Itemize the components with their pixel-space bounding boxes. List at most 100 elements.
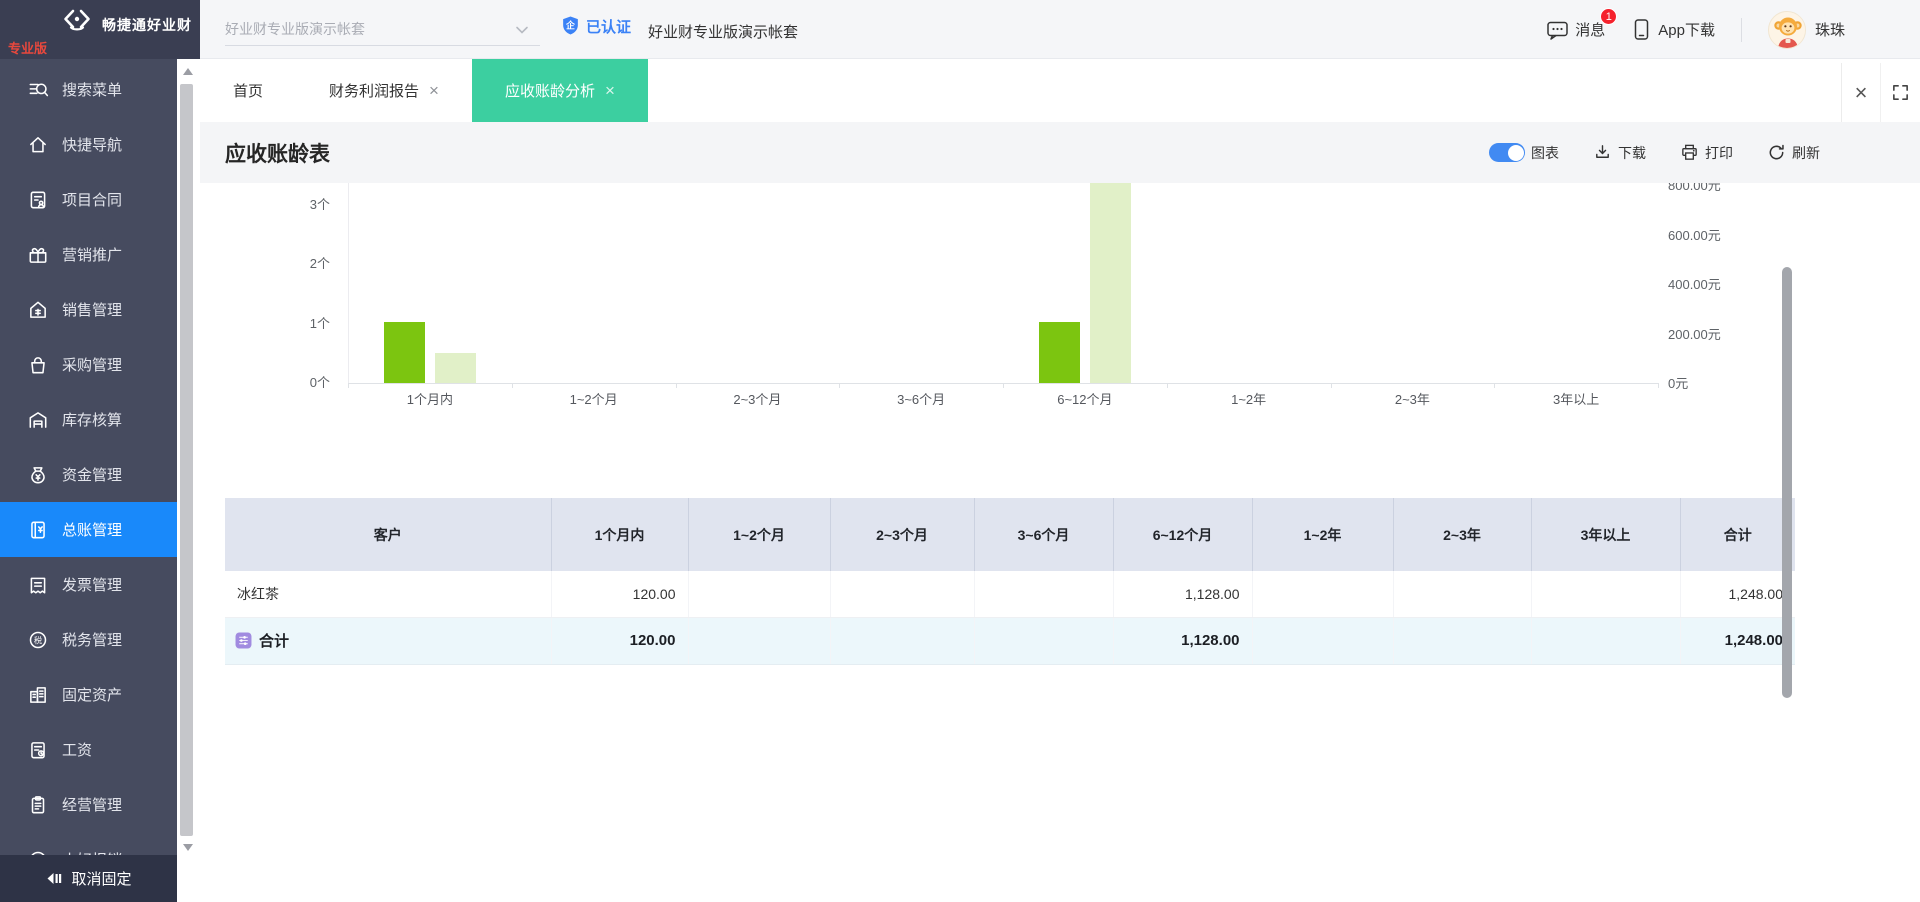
- download-icon: [1596, 145, 1609, 158]
- toggle-on-icon[interactable]: [1489, 143, 1525, 162]
- sidebar-item-0[interactable]: 搜索菜单: [0, 62, 177, 117]
- sidebar-item-label: 税务管理: [62, 632, 123, 649]
- tab-2[interactable]: 应收账龄分析 ×: [471, 59, 648, 122]
- aging-bar-chart: 0个 1个 2个 3个 0元 200.00元 400.00元 600.00元 800.00元 1个…: [200, 183, 1920, 420]
- left-axis-tick-label: 3个: [309, 196, 330, 212]
- total-label: 合计: [259, 633, 290, 650]
- column-header: 3年以上: [1530, 498, 1680, 571]
- column-header: 客户: [225, 498, 551, 571]
- amount-bar[interactable]: [1089, 183, 1131, 383]
- fullscreen-icon: [1893, 85, 1908, 100]
- sidebar-item-4[interactable]: 销售管理: [0, 282, 177, 337]
- count-bar[interactable]: [383, 322, 425, 383]
- total-value-cell: 1,248.00: [1679, 617, 1795, 665]
- print-icon: [1682, 144, 1697, 160]
- content-scrollbar-thumb[interactable]: [1782, 267, 1792, 698]
- verified-badge: 企 已认证: [560, 15, 631, 37]
- sidebar-item-1[interactable]: 快捷导航: [0, 117, 177, 172]
- x-axis-tick: [1330, 383, 1332, 388]
- download-button[interactable]: 下载: [1593, 143, 1646, 163]
- unpin-button[interactable]: 取消固定: [0, 855, 177, 902]
- brand-edition: 专业版: [8, 41, 48, 56]
- sidebar-item-8[interactable]: 总账管理: [0, 502, 177, 557]
- total-value-cell: [973, 617, 1113, 665]
- salary-icon: [27, 739, 49, 761]
- phone-icon: [1635, 19, 1649, 40]
- customer-cell: 冰红茶: [225, 571, 551, 618]
- count-bar[interactable]: [1038, 322, 1080, 383]
- app-download-button[interactable]: App下载: [1631, 18, 1715, 41]
- column-header: 合计: [1679, 498, 1795, 571]
- messages-button[interactable]: 消息 1: [1546, 8, 1618, 41]
- account-name: 好业财专业版演示帐套: [648, 24, 799, 41]
- tab-label: 首页: [233, 83, 264, 100]
- x-axis-category-label: 2~3年: [1394, 392, 1430, 407]
- sidebar-item-6[interactable]: 库存核算: [0, 392, 177, 447]
- total-value-cell: [1530, 617, 1680, 665]
- scroll-down-icon[interactable]: [183, 844, 193, 851]
- refresh-button[interactable]: 刷新: [1767, 143, 1820, 163]
- total-value-cell: [1392, 617, 1531, 665]
- account-selector-value: 好业财专业版演示帐套: [225, 21, 365, 37]
- close-icon: ×: [1854, 79, 1868, 105]
- sidebar-item-label: 发票管理: [62, 577, 123, 594]
- project-contract-icon: [27, 189, 49, 211]
- account-selector[interactable]: 好业财专业版演示帐套: [225, 12, 540, 46]
- x-axis-category-label: 1个月内: [406, 392, 453, 407]
- user-menu[interactable]: 珠珠: [1767, 10, 1845, 49]
- app-download-label: App下载: [1658, 22, 1715, 39]
- sidebar-item-label: 库存核算: [62, 412, 123, 429]
- sidebar-scrollbar-thumb[interactable]: [180, 84, 193, 836]
- x-axis-tick: [675, 383, 677, 388]
- value-cell: [1530, 571, 1680, 618]
- logo-block: 畅捷通好业财 专业版: [0, 0, 200, 59]
- print-button[interactable]: 打印: [1680, 143, 1733, 163]
- operations-icon: [27, 794, 49, 816]
- close-icon[interactable]: ×: [429, 81, 439, 100]
- right-axis-tick-label: 400.00元: [1668, 277, 1721, 293]
- sidebar-item-9[interactable]: 发票管理: [0, 557, 177, 612]
- close-icon[interactable]: ×: [604, 81, 615, 100]
- x-axis-tick: [1166, 383, 1168, 388]
- amount-bar[interactable]: [434, 353, 476, 383]
- sidebar-scrollbar[interactable]: [177, 59, 200, 902]
- scroll-up-icon[interactable]: [183, 68, 193, 75]
- left-axis-tick-label: 0个: [309, 375, 330, 390]
- sidebar-item-5[interactable]: 采购管理: [0, 337, 177, 392]
- sidebar-item-label: 营销推广: [62, 247, 123, 264]
- sidebar-item-3[interactable]: 营销推广: [0, 227, 177, 282]
- invoice-icon: [27, 574, 49, 596]
- sidebar-item-2[interactable]: 项目合同: [0, 172, 177, 227]
- x-axis-tick: [1494, 383, 1496, 388]
- sidebar-item-12[interactable]: 工资: [0, 722, 177, 777]
- column-header: 6~12个月: [1112, 498, 1252, 571]
- refresh-label: 刷新: [1792, 144, 1820, 161]
- tab-1[interactable]: 财务利润报告 ×: [296, 59, 472, 122]
- tab-0[interactable]: 首页: [200, 59, 296, 122]
- refresh-icon: [1769, 144, 1784, 160]
- x-axis-category-label: 3年以上: [1553, 392, 1600, 407]
- content-area: 0个 1个 2个 3个 0元 200.00元 400.00元 600.00元 800.00元 1个…: [200, 183, 1920, 902]
- sidebar-item-10[interactable]: 税 税务管理: [0, 612, 177, 667]
- fullscreen-button[interactable]: [1881, 63, 1920, 122]
- value-cell: 120.00: [550, 571, 688, 618]
- messages-label: 消息: [1575, 22, 1606, 39]
- svg-text:企: 企: [565, 20, 575, 31]
- left-axis-tick-label: 2个: [309, 256, 330, 272]
- username: 珠珠: [1814, 22, 1845, 39]
- brand-logo-icon: [62, 8, 92, 39]
- sidebar-item-13[interactable]: 经营管理: [0, 777, 177, 832]
- right-axis-tick-label: 200.00元: [1668, 326, 1721, 342]
- value-cell: [687, 571, 830, 618]
- x-axis-category-label: 3~6个月: [897, 392, 946, 407]
- sidebar-item-7[interactable]: 资金管理: [0, 447, 177, 502]
- total-value-cell: [829, 617, 974, 665]
- sidebar-item-11[interactable]: 固定资产: [0, 667, 177, 722]
- verified-label: 已认证: [586, 18, 632, 36]
- reimburse-icon: [27, 849, 49, 855]
- sidebar-item-14[interactable]: 小好报销: [0, 832, 177, 855]
- close-tab-button[interactable]: ×: [1842, 63, 1881, 122]
- chart-toggle[interactable]: 图表: [1489, 143, 1559, 163]
- left-axis-tick-label: 1个: [309, 315, 330, 331]
- sidebar-nav: 搜索菜单 快捷导航 项目合同营销推广销售管理 采购管理库存核算资金管理 总账管理发票管理…: [0, 62, 177, 855]
